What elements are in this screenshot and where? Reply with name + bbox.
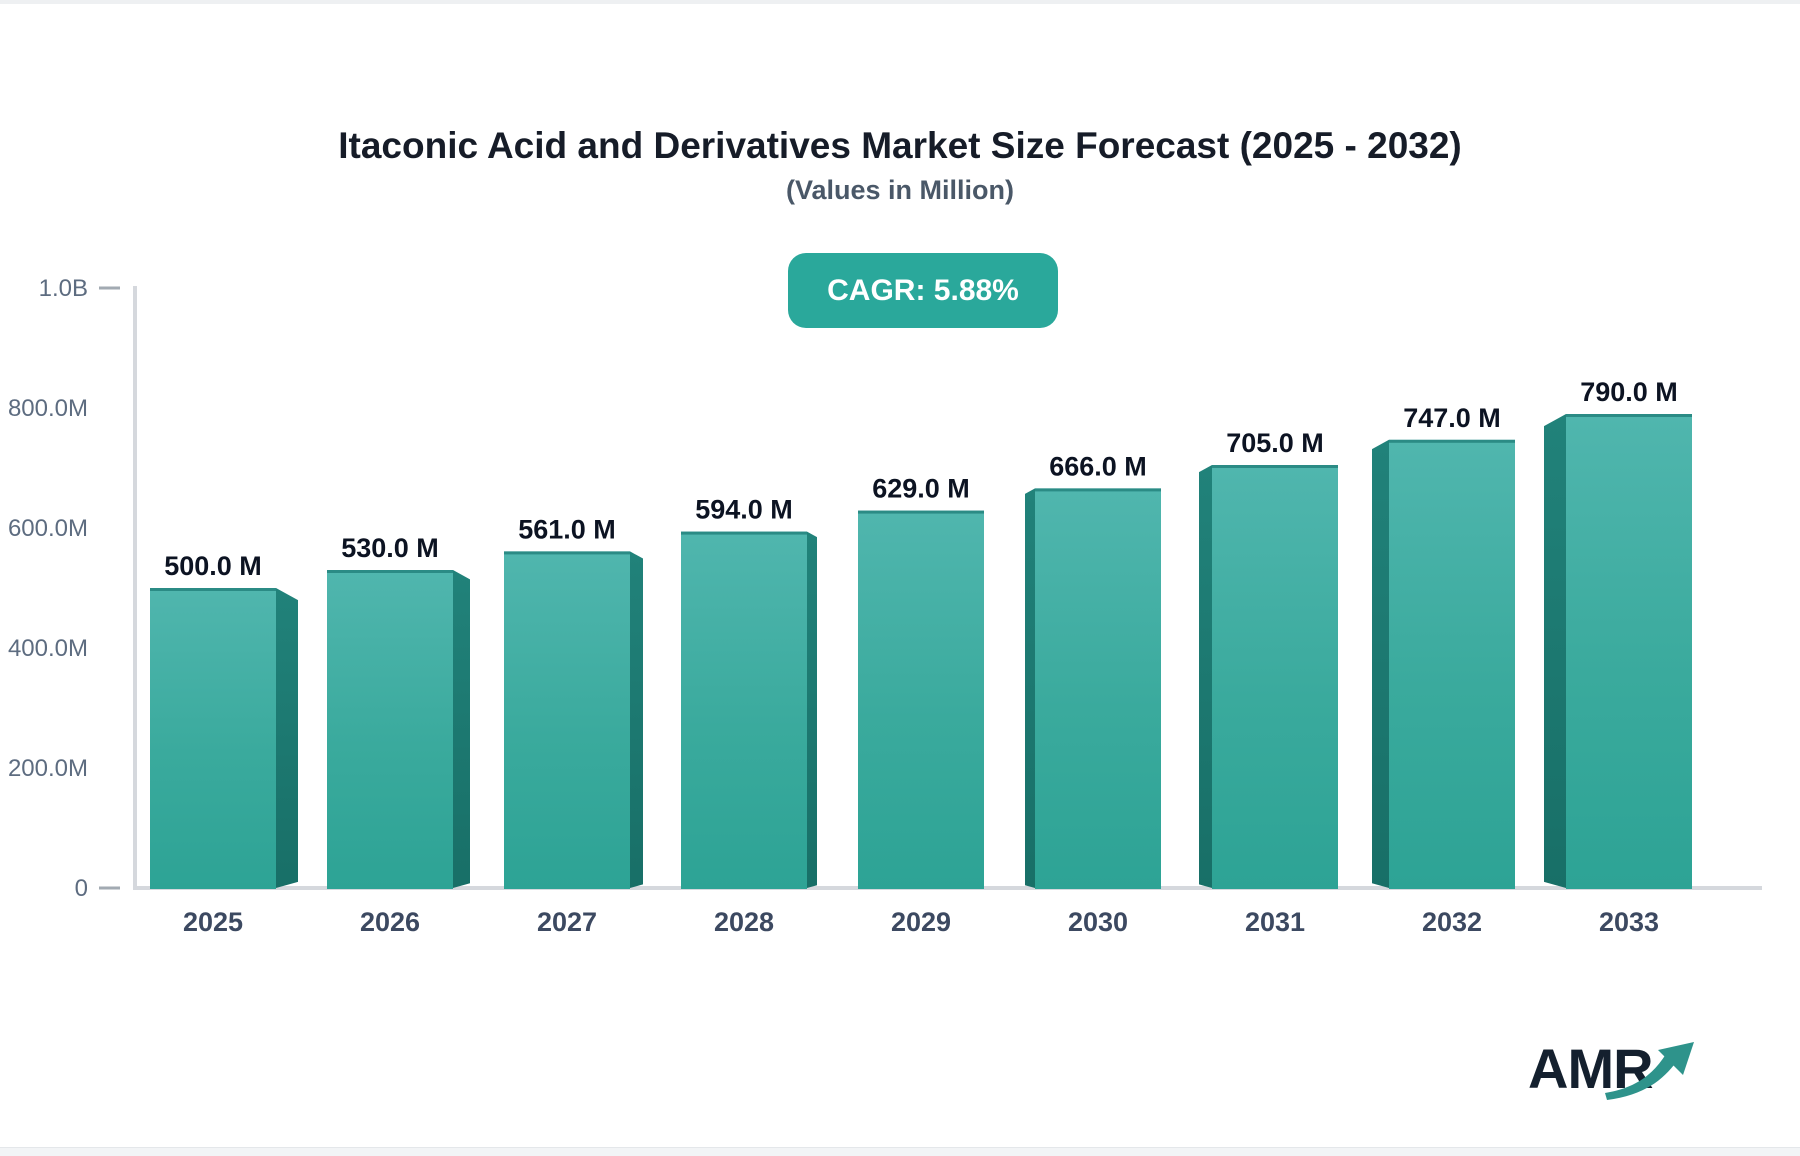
bar-top-edge <box>681 531 807 535</box>
bar-side-face <box>276 588 298 888</box>
y-axis-tick <box>99 886 120 890</box>
chart-bar[interactable] <box>1544 414 1692 889</box>
bar-value-label: 666.0 M <box>1049 451 1147 481</box>
chart-bar[interactable] <box>1025 488 1161 889</box>
bar-value-label: 629.0 M <box>872 474 970 504</box>
bar-front-face <box>1566 414 1692 889</box>
bar-side-face <box>453 570 470 888</box>
chart-bar[interactable] <box>1372 439 1515 889</box>
cagr-badge: CAGR: 5.88% <box>788 253 1058 328</box>
bar-value-label: 500.0 M <box>164 551 262 581</box>
y-axis-tick <box>99 286 120 290</box>
x-axis-label: 2032 <box>1422 907 1482 937</box>
x-axis-label: 2026 <box>360 907 420 937</box>
page-top-edge <box>0 0 1800 4</box>
bar-side-face <box>807 531 817 888</box>
bar-value-label: 561.0 M <box>518 514 616 544</box>
amr-logo-arrow-icon <box>1605 1042 1694 1100</box>
bar-series <box>150 414 1692 889</box>
chart-subtitle: (Values in Million) <box>785 175 1015 205</box>
x-axis-label: 2027 <box>537 907 597 937</box>
bar-value-label: 790.0 M <box>1580 377 1678 407</box>
bar-front-face <box>1389 439 1515 889</box>
bar-value-label: 747.0 M <box>1403 403 1501 433</box>
bar-front-face <box>504 551 630 889</box>
bar-side-face <box>1372 439 1389 888</box>
bar-value-label: 594.0 M <box>695 495 793 525</box>
x-axis-label: 2030 <box>1068 907 1128 937</box>
bar-top-edge <box>1035 488 1161 492</box>
chart-labels: 500.0 M 2025 530.0 M 2026 561.0 M 2027 594.0 M… <box>164 377 1678 937</box>
y-axis-label: 600.0M <box>8 515 88 542</box>
bar-top-edge <box>1212 465 1338 468</box>
bar-top-edge <box>150 588 276 591</box>
amr-logo: AMR <box>1528 1036 1718 1116</box>
bar-top-edge <box>327 570 453 573</box>
x-axis-label: 2025 <box>183 907 243 937</box>
y-axis-label: 800.0M <box>8 395 88 422</box>
x-axis-label: 2031 <box>1245 907 1305 937</box>
page-bottom-edge <box>0 1147 1800 1156</box>
chart-bar[interactable] <box>858 510 984 889</box>
y-axis-label: 400.0M <box>8 635 88 662</box>
chart-bar[interactable] <box>327 570 470 889</box>
x-axis-label: 2033 <box>1599 907 1659 937</box>
bar-top-edge <box>1566 414 1692 417</box>
bar-front-face <box>150 588 276 889</box>
bar-side-face <box>1544 414 1566 888</box>
bar-side-face <box>630 551 643 888</box>
y-axis-line <box>133 286 137 890</box>
bar-front-face <box>1035 488 1161 889</box>
bar-value-label: 705.0 M <box>1226 428 1324 458</box>
chart-bar[interactable] <box>150 588 298 889</box>
bar-side-face <box>1199 465 1212 888</box>
bar-front-face <box>1212 465 1338 889</box>
y-axis-label: 0 <box>75 875 88 902</box>
bar-front-face <box>681 531 807 889</box>
chart-header: Itaconic Acid and Derivatives Market Siz… <box>0 124 1800 206</box>
bar-value-label: 530.0 M <box>341 533 439 563</box>
chart-bar[interactable] <box>1199 465 1338 889</box>
chart-bar[interactable] <box>681 531 817 889</box>
x-axis-label: 2029 <box>891 907 951 937</box>
bar-top-edge <box>1389 439 1515 443</box>
chart-title: Itaconic Acid and Derivatives Market Siz… <box>338 125 1462 166</box>
x-axis-label: 2028 <box>714 907 774 937</box>
y-axis-label: 200.0M <box>8 755 88 782</box>
bar-top-edge <box>504 551 630 555</box>
bar-top-edge <box>858 510 984 514</box>
bar-side-face <box>1025 488 1035 888</box>
y-axis-label: 1.0B <box>39 275 88 302</box>
bar-front-face <box>327 570 453 889</box>
bar-front-face <box>858 510 984 889</box>
chart-bar[interactable] <box>504 551 643 889</box>
